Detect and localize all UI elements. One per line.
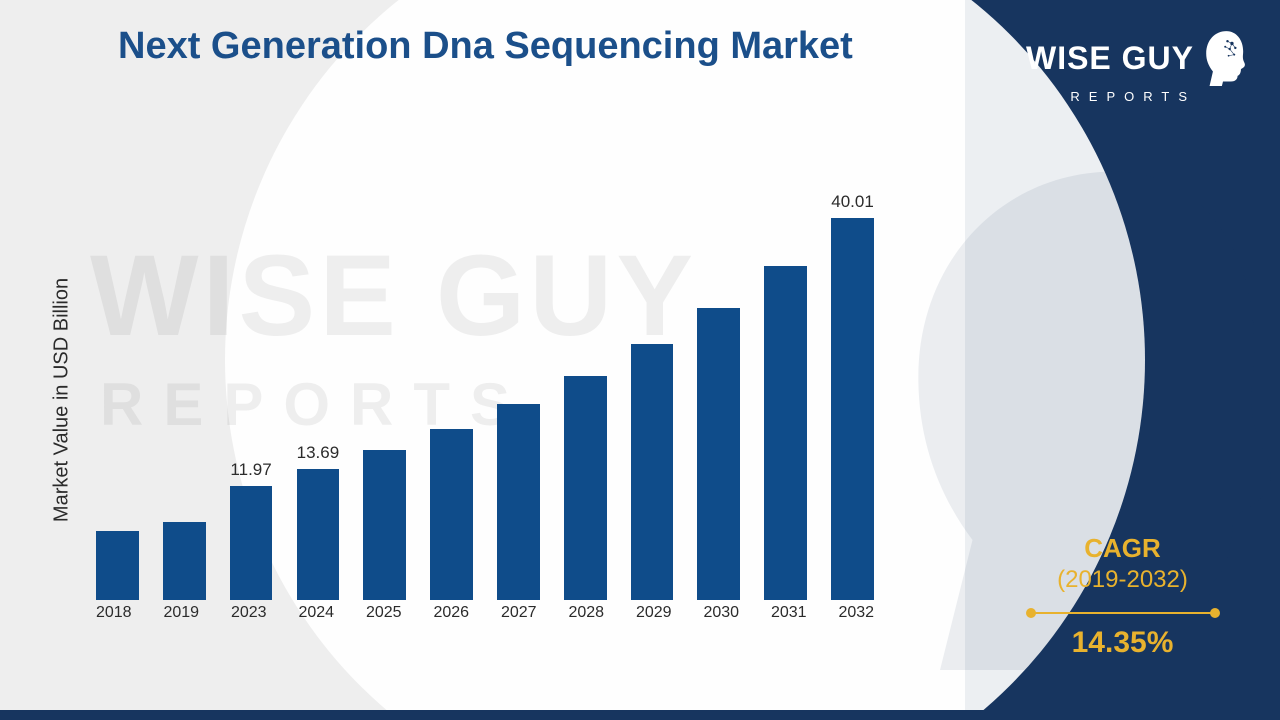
bar-wrap <box>84 170 151 600</box>
bar-value-label: 40.01 <box>831 192 874 212</box>
bar <box>564 376 607 600</box>
logo-main-text: WISE GUY <box>1026 42 1194 74</box>
bar <box>230 486 273 600</box>
x-tick-label: 2023 <box>215 604 283 622</box>
cagr-block: CAGR (2019-2032) 14.35% <box>1005 533 1240 660</box>
bar-value-label: 11.97 <box>230 460 271 480</box>
x-tick-label: 2025 <box>350 604 418 622</box>
bar-wrap: 11.97 <box>218 170 285 600</box>
logo-head-icon <box>1200 30 1246 86</box>
bar-wrap <box>351 170 418 600</box>
bar <box>297 469 340 600</box>
bar-wrap <box>485 170 552 600</box>
x-tick-label: 2018 <box>80 604 148 622</box>
x-tick-label: 2031 <box>755 604 823 622</box>
chart-canvas: WISE GUY REPORTS Next Generation Dna Seq… <box>0 0 1280 720</box>
bar <box>631 344 674 600</box>
bar-value-label: 13.69 <box>297 443 340 463</box>
bar <box>764 266 807 600</box>
x-tick-label: 2024 <box>283 604 351 622</box>
bar-wrap <box>619 170 686 600</box>
bar-wrap: 40.01 <box>819 170 886 600</box>
bar-wrap <box>752 170 819 600</box>
bar-wrap <box>685 170 752 600</box>
cagr-label: CAGR <box>1005 533 1240 564</box>
plot-area: 11.97 13.69 40.01 <box>80 170 890 600</box>
bar <box>430 429 473 600</box>
bar-wrap: 13.69 <box>284 170 351 600</box>
bottom-bar <box>0 710 1280 720</box>
x-tick-label: 2027 <box>485 604 553 622</box>
bar <box>697 308 740 600</box>
bar <box>497 404 540 600</box>
brand-logo: WISE GUY REPORTS <box>996 30 1246 103</box>
x-tick-label: 2029 <box>620 604 688 622</box>
x-tick-label: 2026 <box>418 604 486 622</box>
bars-container: 11.97 13.69 40.01 <box>80 170 890 600</box>
x-tick-label: 2019 <box>148 604 216 622</box>
bar-wrap <box>418 170 485 600</box>
bar-wrap <box>552 170 619 600</box>
x-tick-label: 2032 <box>823 604 891 622</box>
bar <box>96 531 139 600</box>
bar <box>831 218 874 600</box>
chart-title: Next Generation Dna Sequencing Market <box>118 24 878 70</box>
bar-wrap <box>151 170 218 600</box>
x-tick-label: 2028 <box>553 604 621 622</box>
cagr-separator <box>1028 612 1218 614</box>
cagr-value: 14.35% <box>1005 626 1240 660</box>
logo-sub-text: REPORTS <box>996 90 1196 103</box>
x-axis-labels: 2018201920232024202520262027202820292030… <box>80 604 890 622</box>
x-tick-label: 2030 <box>688 604 756 622</box>
y-axis-label: Market Value in USD Billion <box>51 278 74 522</box>
cagr-range: (2019-2032) <box>1005 566 1240 594</box>
bar <box>163 522 206 600</box>
bar <box>363 450 406 600</box>
